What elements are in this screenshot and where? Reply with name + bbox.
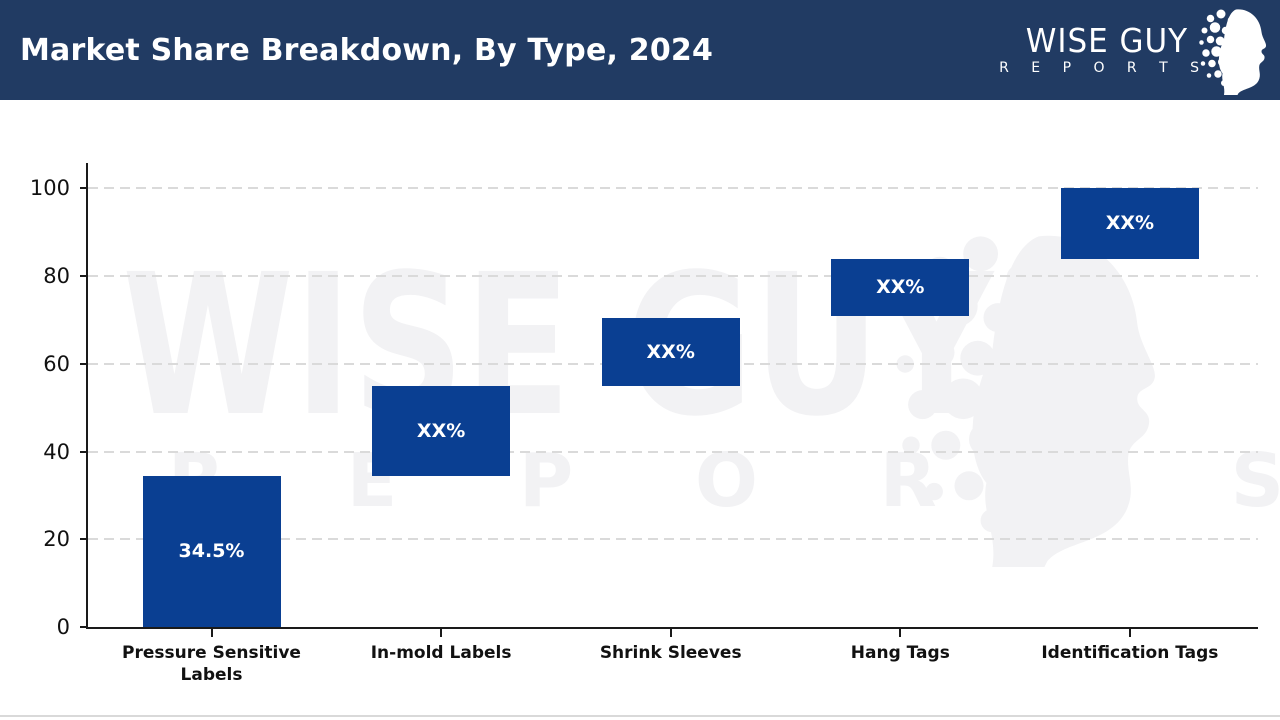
y-tick-label-80: 80	[43, 264, 70, 289]
x-tick-5	[1128, 629, 1131, 637]
logo-text: WISE GUY R E P O R T S	[993, 24, 1208, 76]
gridline-100	[88, 187, 1258, 190]
x-tick-3	[669, 629, 672, 637]
bar-value-label-5: XX%	[1105, 212, 1155, 235]
y-tick-80	[80, 275, 88, 278]
page-title: Market Share Breakdown, By Type, 2024	[20, 32, 714, 68]
x-tick-2	[440, 629, 443, 637]
bar-4: XX%	[831, 258, 970, 316]
bar-value-label-1: 34.5%	[178, 540, 245, 563]
y-tick-label-40: 40	[43, 439, 70, 464]
x-tick-label-3: Shrink Sleeves	[599, 643, 742, 663]
y-tick-100	[80, 187, 88, 190]
x-tick-label-4: Hang Tags	[850, 643, 950, 663]
bar-2: XX%	[372, 385, 511, 476]
bottom-divider	[0, 715, 1280, 717]
y-axis-line	[86, 163, 88, 629]
x-tick-4	[899, 629, 902, 637]
x-tick-label-5: Identification Tags	[1041, 643, 1219, 663]
wiseguy-face-icon	[1199, 9, 1267, 95]
gridline-80	[88, 275, 1258, 278]
wiseguy-logo: WISE GUY R E P O R T S	[993, 4, 1272, 96]
logo-subtitle: R E P O R T S	[999, 59, 1208, 76]
y-tick-label-60: 60	[43, 351, 70, 376]
x-tick-1	[210, 629, 213, 637]
header-bar: Market Share Breakdown, By Type, 2024 WI…	[0, 0, 1280, 100]
bar-1: 34.5%	[142, 475, 281, 627]
gridline-40	[88, 450, 1258, 453]
bar-value-label-4: XX%	[876, 276, 925, 299]
bar-value-label-3: XX%	[646, 340, 695, 363]
bar-3: XX%	[601, 317, 740, 386]
y-tick-40	[80, 450, 88, 453]
y-tick-label-100: 100	[29, 176, 70, 201]
x-axis-line	[86, 627, 1258, 629]
y-tick-60	[80, 362, 88, 365]
y-tick-label-0: 0	[56, 615, 70, 639]
bar-5: XX%	[1060, 188, 1199, 259]
bar-value-label-2: XX%	[416, 419, 466, 442]
y-tick-label-20: 20	[43, 527, 70, 552]
x-tick-label-1: Pressure Sensitive Labels	[122, 643, 301, 686]
logo-wordmark: WISE GUY	[1025, 21, 1189, 61]
y-tick-20	[80, 538, 88, 541]
y-tick-0	[80, 626, 88, 628]
gridline-20	[88, 538, 1258, 541]
x-tick-label-2: In-mold Labels	[370, 643, 512, 663]
